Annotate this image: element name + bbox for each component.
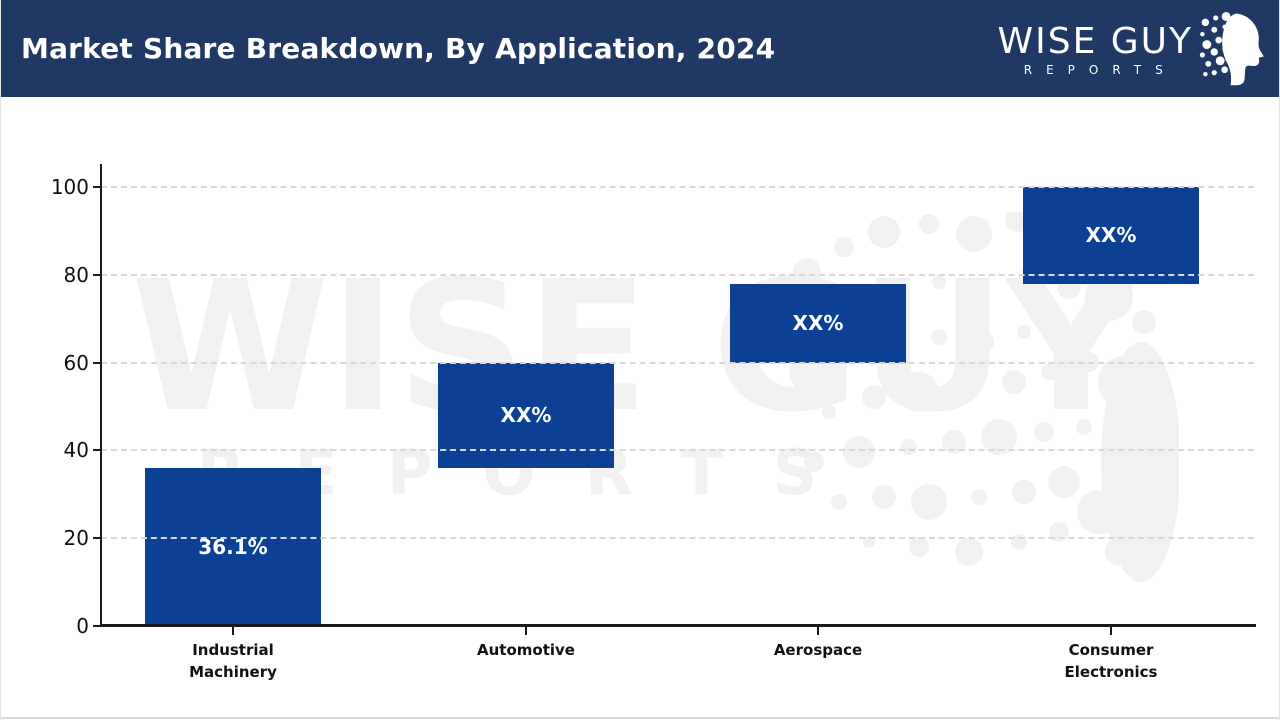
- brand-logo: WISE GUY REPORTS: [998, 4, 1270, 94]
- x-axis-line: [100, 624, 1256, 627]
- bar-value-label: XX%: [792, 311, 844, 336]
- watermark-wordmark: WISE GUY: [131, 243, 1137, 452]
- gridline-60: [101, 361, 1254, 364]
- gridline-40: [101, 449, 1254, 452]
- y-tick-mark: [93, 273, 101, 276]
- gridline-20: [101, 537, 1254, 540]
- bar-aerospace: [730, 283, 906, 363]
- bar-value-label: XX%: [500, 403, 552, 428]
- y-tick-label: 60: [63, 350, 89, 375]
- brand-subtext: REPORTS: [1023, 62, 1177, 77]
- x-tick-mark: [817, 627, 819, 635]
- y-tick-mark: [93, 361, 101, 364]
- y-tick-mark: [93, 186, 101, 188]
- bar-value-label: 36.1%: [198, 534, 268, 559]
- y-tick-mark: [93, 625, 101, 627]
- y-tick-label: 80: [63, 262, 89, 287]
- x-tick-mark: [1110, 627, 1112, 635]
- y-tick-label: 100: [50, 175, 89, 199]
- y-tick-mark: [93, 449, 101, 452]
- x-category-label: Automotive: [477, 641, 575, 659]
- gridline-80: [101, 273, 1254, 276]
- y-tick-label: 0: [76, 614, 89, 638]
- y-tick-label: 20: [63, 526, 89, 551]
- y-tick-label: 40: [63, 438, 89, 463]
- gridline-100: [101, 186, 1254, 188]
- wiseguy-face-icon: [1199, 12, 1264, 86]
- x-tick-mark: [525, 627, 527, 635]
- x-category-label: Consumer Electronics: [1064, 641, 1158, 681]
- bar-consumer-electronics: [1023, 187, 1199, 284]
- brand-wordmark: WISE GUY: [997, 20, 1193, 62]
- x-tick-mark: [232, 627, 234, 635]
- header-bar: Market Share Breakdown, By Application, …: [1, 0, 1279, 97]
- page-title: Market Share Breakdown, By Application, …: [21, 32, 776, 65]
- y-tick-mark: [93, 537, 101, 540]
- y-axis-line: [100, 164, 102, 626]
- x-category-label: Aerospace: [773, 641, 863, 659]
- x-category-label: Industrial Machinery: [189, 641, 277, 681]
- bottom-border: [1, 717, 1279, 719]
- bar-value-label: XX%: [1085, 223, 1137, 248]
- bar-industrial-machinery: [145, 467, 321, 626]
- brand-logo-text: WISE GUY REPORTS: [997, 20, 1194, 77]
